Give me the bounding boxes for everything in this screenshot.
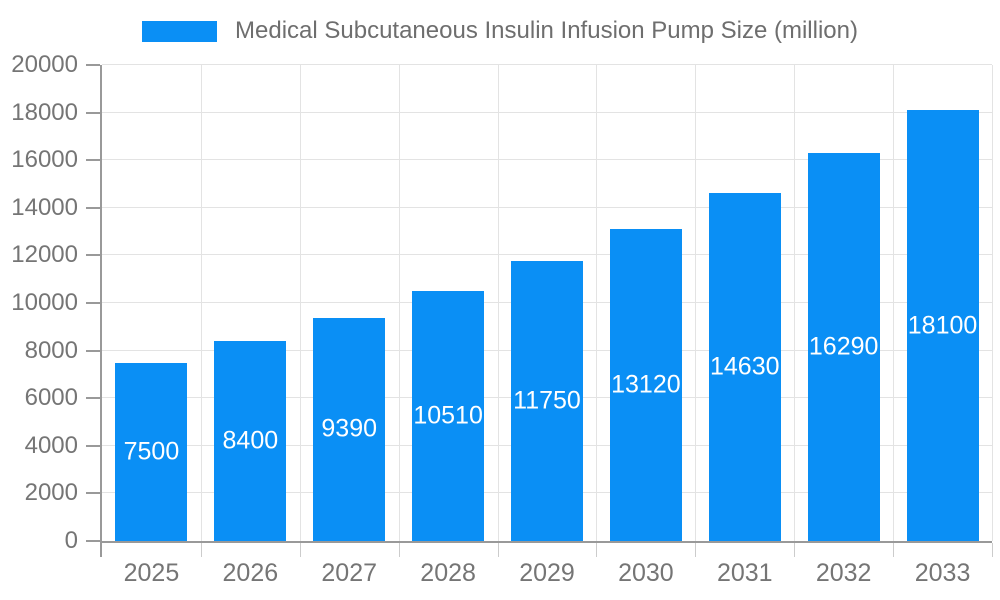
x-gridline [497, 65, 499, 541]
legend-item[interactable]: Medical Subcutaneous Insulin Infusion Pu… [142, 17, 858, 45]
bar-value-label: 8400 [222, 426, 279, 455]
x-tick-mark [695, 543, 697, 557]
y-tick-mark [86, 111, 100, 114]
bar[interactable]: 13120 [609, 228, 682, 541]
bar-value-label: 11750 [513, 386, 581, 415]
x-gridline [794, 65, 796, 541]
y-tick-mark [86, 444, 100, 447]
y-gridline [102, 254, 992, 256]
bar[interactable]: 16290 [807, 153, 880, 541]
bar-value-label: 14630 [710, 352, 780, 381]
x-tick-mark [596, 543, 598, 557]
bar[interactable]: 10510 [412, 290, 485, 541]
x-tick-mark [794, 543, 796, 557]
x-tick-mark [893, 543, 895, 557]
bar-value-label: 18100 [907, 311, 978, 340]
bar[interactable]: 7500 [115, 362, 188, 541]
x-tick-label: 2029 [519, 559, 575, 587]
y-gridline [102, 159, 992, 161]
y-tick-label: 0 [64, 527, 78, 554]
x-tick-mark [398, 543, 400, 557]
x-tick-label: 2033 [914, 559, 971, 587]
y-tick-mark [86, 64, 100, 66]
y-gridline [102, 111, 992, 113]
y-gridline [102, 206, 992, 208]
x-gridline [200, 65, 202, 541]
y-tick-label: 4000 [24, 431, 78, 459]
x-tick-label: 2027 [321, 559, 378, 587]
y-tick-mark [86, 302, 100, 304]
x-tick-label: 2025 [123, 559, 180, 587]
bar-value-label: 7500 [123, 437, 180, 466]
y-tick-label: 14000 [11, 193, 78, 221]
plot-area: 0 2000 4000 6000 8000 10000 12000 14000 16000 180… [11, 53, 993, 586]
x-axis-line [100, 541, 992, 543]
y-tick-label: 20000 [11, 51, 78, 78]
y-tick-label: 16000 [11, 146, 78, 174]
x-tick-mark [497, 543, 499, 557]
legend: Medical Subcutaneous Insulin Infusion Pu… [0, 17, 1000, 45]
x-gridline [992, 65, 993, 541]
y-tick-label: 12000 [11, 241, 78, 269]
x-tick-mark [299, 543, 301, 557]
y-tick-mark [86, 349, 100, 352]
x-tick-label: 2031 [716, 559, 773, 587]
bar-value-label: 16290 [808, 332, 879, 361]
x-tick-label: 2026 [222, 559, 279, 587]
x-gridline [596, 65, 598, 541]
y-tick-label: 2000 [24, 479, 78, 507]
x-tick-mark [992, 543, 993, 557]
y-tick-mark [86, 206, 100, 209]
y-tick-mark [86, 254, 100, 257]
bar[interactable]: 9390 [313, 317, 386, 541]
x-tick-mark [100, 543, 102, 557]
y-gridline [102, 64, 992, 65]
bar[interactable]: 11750 [511, 261, 583, 541]
y-tick-label: 6000 [24, 384, 78, 412]
y-axis-line [100, 65, 102, 543]
bar-value-label: 13120 [611, 370, 681, 399]
x-gridline [398, 65, 400, 541]
y-tick-label: 18000 [11, 98, 78, 126]
bar[interactable]: 8400 [214, 341, 287, 541]
x-gridline [695, 65, 697, 541]
legend-title: Medical Subcutaneous Insulin Infusion Pu… [235, 17, 858, 44]
x-tick-label: 2032 [815, 559, 872, 587]
legend-swatch [142, 20, 217, 42]
y-tick-mark [86, 397, 100, 400]
y-tick-mark [86, 540, 100, 542]
bar-value-label: 9390 [321, 414, 378, 443]
x-gridline [893, 65, 895, 541]
x-tick-label: 2028 [420, 559, 476, 587]
y-tick-label: 10000 [11, 289, 78, 316]
x-tick-label: 2030 [618, 559, 674, 587]
y-tick-label: 8000 [24, 336, 78, 364]
y-tick-mark [86, 492, 100, 495]
y-tick-mark [86, 159, 100, 162]
x-tick-mark [200, 543, 202, 557]
bar[interactable]: 18100 [906, 110, 979, 541]
x-gridline [299, 65, 301, 541]
bar[interactable]: 14630 [708, 192, 781, 541]
bar-value-label: 10510 [413, 401, 483, 430]
